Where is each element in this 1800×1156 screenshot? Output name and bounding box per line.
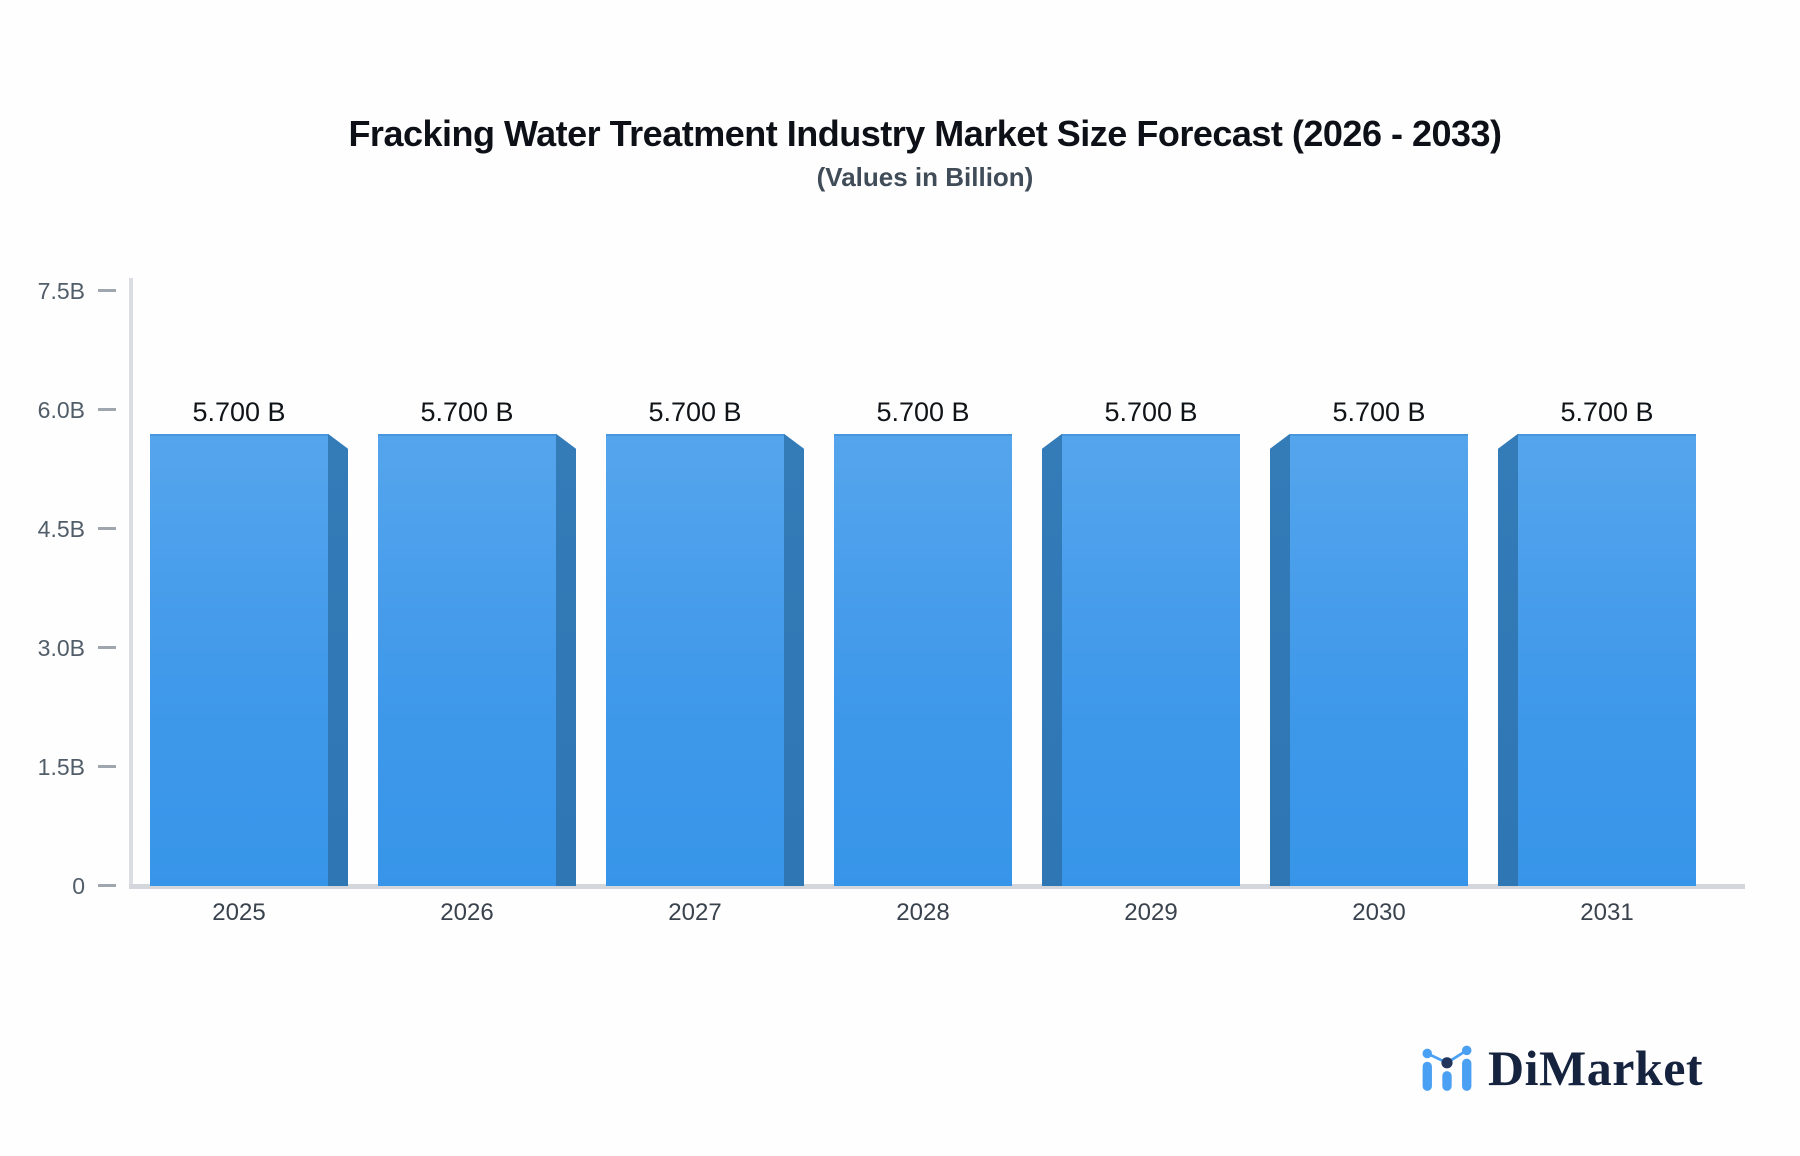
bar-value-label: 5.700 B <box>192 396 286 427</box>
bar-2030[interactable] <box>1290 433 1468 886</box>
x-axis-label: 2028 <box>896 899 950 926</box>
bar-value-label: 5.700 B <box>1332 396 1426 427</box>
y-axis-tick-label: 1.5B <box>37 754 85 780</box>
bar-value-label: 5.700 B <box>876 396 970 427</box>
chart-subtitle: (Values in Billion) <box>816 162 1034 192</box>
x-axis-line <box>129 884 1745 889</box>
y-axis-tick-label: 4.5B <box>37 516 85 542</box>
y-axis-tick-mark <box>98 765 116 768</box>
y-axis-tick-label: 7.5B <box>37 278 85 304</box>
bar-2025[interactable] <box>150 433 328 886</box>
bar-side-facet <box>556 433 576 886</box>
y-axis-line <box>129 278 133 888</box>
y-axis-tick-mark <box>98 646 116 649</box>
x-axis-label: 2031 <box>1580 899 1634 926</box>
brand-logo: DiMarket <box>1420 1040 1703 1096</box>
y-axis-tick-label: 6.0B <box>37 397 85 423</box>
bar-side-facet <box>1270 433 1290 886</box>
x-axis-label: 2025 <box>212 899 266 926</box>
bar-2029[interactable] <box>1062 433 1240 886</box>
brand-name: DiMarket <box>1488 1040 1704 1096</box>
bar-value-label: 5.700 B <box>648 396 742 427</box>
bar-value-label: 5.700 B <box>1560 396 1654 427</box>
x-axis-label: 2029 <box>1124 899 1178 926</box>
bar-value-label: 5.700 B <box>420 396 514 427</box>
chart-title: Fracking Water Treatment Industry Market… <box>348 113 1502 154</box>
y-axis-tick-mark <box>98 289 116 292</box>
bar-value-label: 5.700 B <box>1104 396 1198 427</box>
y-axis-tick-mark <box>98 884 116 887</box>
bar-2031[interactable] <box>1518 433 1696 886</box>
y-axis-tick-mark <box>98 408 116 411</box>
bar-side-facet <box>784 433 804 886</box>
x-axis-label: 2027 <box>668 899 722 926</box>
x-axis-label: 2026 <box>440 899 494 926</box>
y-axis-tick-mark <box>98 527 116 530</box>
x-axis-label: 2030 <box>1352 899 1406 926</box>
bar-2026[interactable] <box>378 433 556 886</box>
bar-2028[interactable] <box>834 433 1012 886</box>
bar-side-facet <box>1042 433 1062 886</box>
y-axis-tick-label: 0 <box>72 873 85 899</box>
y-axis-tick-label: 3.0B <box>37 635 85 661</box>
bar-2027[interactable] <box>606 433 784 886</box>
bar-side-facet <box>1498 433 1518 886</box>
bar-side-facet <box>328 433 348 886</box>
bar-line-chart-icon <box>1422 1045 1472 1091</box>
